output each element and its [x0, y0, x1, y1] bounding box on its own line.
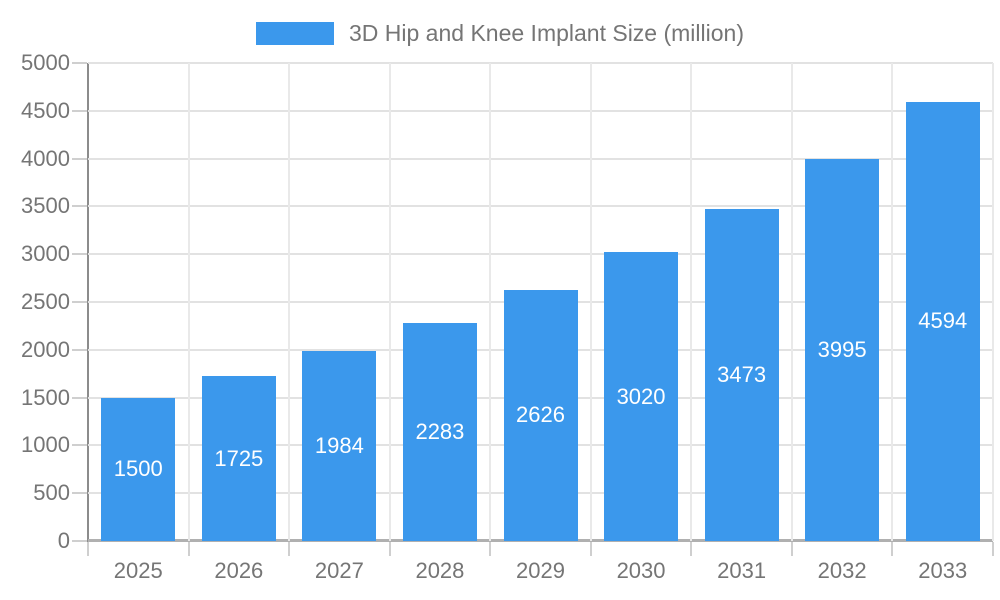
x-axis-tick-label: 2033 — [918, 558, 968, 583]
gridline-vertical — [388, 63, 391, 541]
legend-swatch-icon — [255, 21, 334, 45]
y-axis-tick — [72, 396, 87, 399]
x-axis-tick — [690, 542, 693, 556]
bar-value-label: 1500 — [113, 456, 163, 482]
gridline-horizontal — [88, 109, 993, 112]
y-axis-tick — [72, 157, 87, 160]
bar-value-label: 2626 — [516, 402, 565, 428]
gridline-vertical — [589, 63, 592, 541]
gridline-vertical — [288, 63, 291, 541]
gridline-horizontal — [88, 157, 993, 160]
y-axis-tick-label: 2500 — [21, 289, 70, 314]
y-axis-tick-label: 3500 — [21, 193, 70, 219]
bar-value-label: 1984 — [314, 433, 364, 459]
bar-2031[interactable]: 3473 — [704, 208, 779, 541]
x-axis-tick — [388, 542, 391, 556]
y-axis-tick-label: 4000 — [21, 145, 70, 171]
gridline-vertical — [690, 63, 693, 541]
y-axis-line — [87, 63, 89, 556]
gridline-horizontal — [88, 253, 993, 256]
y-axis-tick — [72, 348, 87, 351]
y-axis-tick — [72, 492, 87, 495]
x-axis-tick-label: 2029 — [516, 558, 565, 583]
bar-2032[interactable]: 3995 — [805, 159, 880, 541]
y-axis-tick-label: 2000 — [21, 336, 70, 362]
gridline-vertical — [187, 63, 190, 541]
x-axis-tick — [187, 542, 190, 556]
bar-2026[interactable]: 1725 — [201, 376, 276, 541]
bar-value-label: 3995 — [817, 337, 867, 363]
y-axis-tick — [72, 444, 87, 447]
plot-area: 0 500 1000 1500 2000 2500 3000 3500 4000 4500 5000… — [21, 52, 994, 582]
bar-value-label: 3020 — [616, 383, 666, 409]
x-axis-tick — [87, 542, 89, 556]
gridline-horizontal — [88, 62, 993, 64]
y-axis-tick — [72, 62, 87, 64]
gridline-horizontal — [88, 205, 993, 208]
bar-2028[interactable]: 2283 — [402, 322, 477, 541]
legend-label: 3D Hip and Knee Implant Size (million) — [348, 19, 744, 46]
gridline-vertical — [992, 63, 994, 541]
y-axis-tick-label: 1500 — [21, 384, 70, 410]
gridline-vertical — [489, 63, 492, 541]
x-axis-tick — [589, 542, 592, 556]
x-axis-tick — [891, 542, 894, 556]
y-axis-tick-label: 500 — [33, 480, 70, 506]
bar-2029[interactable]: 2626 — [503, 289, 578, 541]
y-axis-tick — [72, 253, 87, 256]
x-axis-tick-label: 2031 — [717, 558, 767, 583]
x-axis-tick — [288, 542, 291, 556]
legend-item[interactable]: 3D Hip and Knee Implant Size (million) — [0, 18, 1000, 48]
bar-value-label: 3473 — [717, 361, 767, 387]
y-axis-tick — [72, 109, 87, 112]
x-axis-tick-label: 2026 — [214, 558, 264, 583]
x-axis-tick-label: 2032 — [817, 558, 867, 583]
y-axis-tick-label: 5000 — [21, 50, 70, 75]
x-axis-tick-label: 2025 — [113, 558, 163, 583]
y-axis-tick — [72, 301, 87, 303]
y-axis-tick — [72, 540, 87, 542]
bar-2027[interactable]: 1984 — [302, 351, 377, 541]
gridline-vertical — [790, 63, 793, 541]
bar-2030[interactable]: 3020 — [604, 252, 679, 541]
y-axis-tick-label: 3000 — [21, 241, 70, 267]
y-axis-tick — [72, 205, 87, 208]
x-axis-tick — [992, 542, 994, 556]
bar-2025[interactable]: 1500 — [101, 397, 176, 541]
bar-value-label: 2283 — [415, 418, 465, 444]
bar-value-label: 1725 — [214, 445, 264, 471]
gridline-vertical — [891, 63, 894, 541]
x-axis-tick — [790, 542, 793, 556]
x-axis-tick — [489, 542, 492, 556]
x-axis-tick-label: 2028 — [415, 558, 465, 583]
x-axis-tick-label: 2027 — [314, 558, 364, 583]
x-axis-tick-label: 2030 — [616, 558, 666, 583]
y-axis-tick-label: 4500 — [21, 97, 70, 123]
y-axis-tick-label: 1000 — [21, 432, 70, 458]
bar-value-label: 4594 — [918, 308, 968, 334]
y-axis-tick-label: 0 — [57, 528, 70, 553]
bar-2033[interactable]: 4594 — [905, 101, 980, 541]
